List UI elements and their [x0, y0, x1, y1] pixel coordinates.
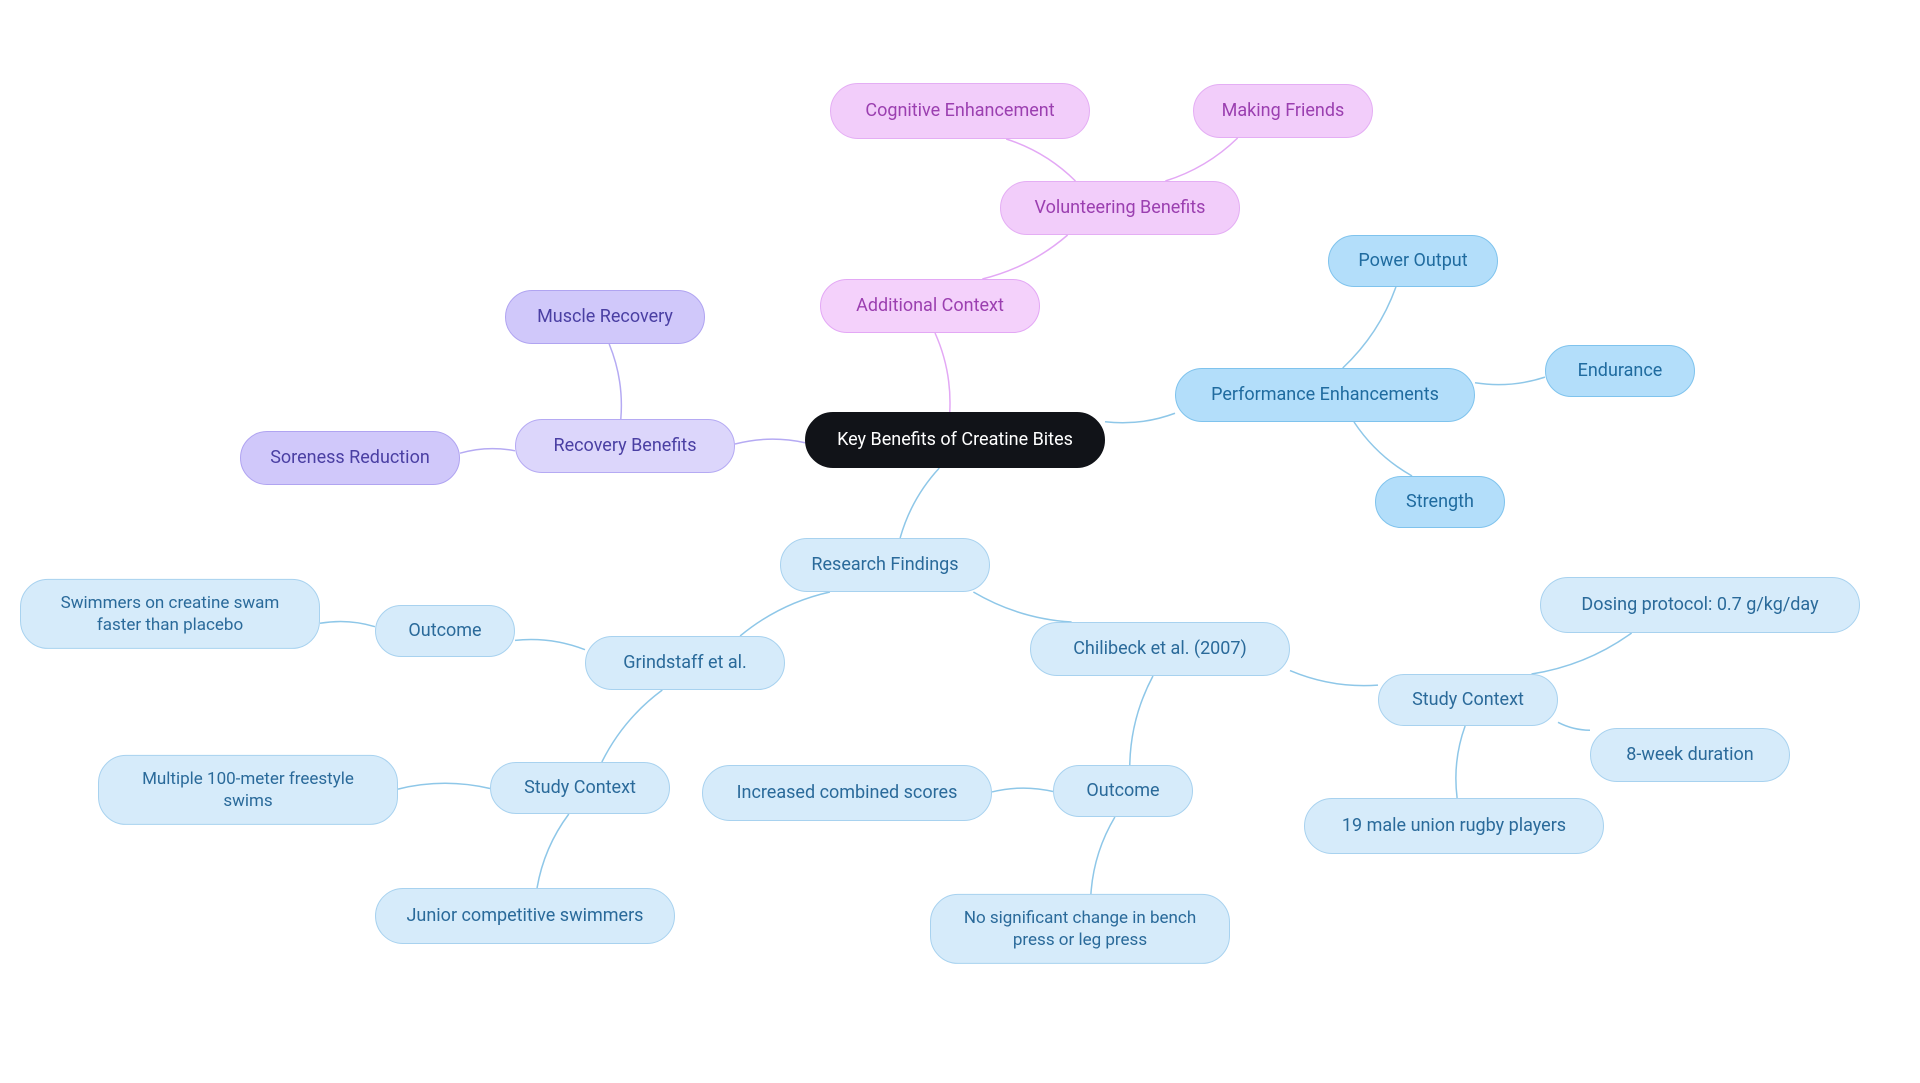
node-c_dosing: Dosing protocol: 0.7 g/kg/day	[1540, 577, 1860, 633]
node-cognitive: Cognitive Enhancement	[830, 83, 1090, 139]
node-label: Soreness Reduction	[270, 446, 430, 469]
mindmap-canvas: Key Benefits of Creatine Bites Recovery B…	[0, 0, 1920, 1083]
node-soreness: Soreness Reduction	[240, 431, 460, 485]
node-label: Muscle Recovery	[537, 305, 673, 328]
edge	[1558, 722, 1590, 730]
node-power: Power Output	[1328, 235, 1498, 287]
node-research: Research Findings	[780, 538, 990, 592]
node-g_context: Study Context	[490, 762, 670, 814]
node-g_swim: Swimmers on creatine swam faster than pl…	[20, 579, 320, 649]
edge	[973, 592, 1071, 622]
node-label: Endurance	[1578, 359, 1663, 382]
edge	[1531, 633, 1631, 674]
node-endur: Endurance	[1545, 345, 1695, 397]
node-c_8week: 8-week duration	[1590, 728, 1790, 782]
edge	[398, 783, 490, 789]
node-strength: Strength	[1375, 476, 1505, 528]
edge	[460, 449, 515, 454]
node-label: Multiple 100-meter freestyle swims	[123, 768, 373, 812]
edge	[1456, 726, 1465, 798]
node-c_outcome: Outcome	[1053, 765, 1193, 817]
node-label: Additional Context	[856, 294, 1004, 317]
node-label: Performance Enhancements	[1211, 383, 1439, 406]
node-label: Recovery Benefits	[554, 434, 697, 457]
node-label: Grindstaff et al.	[623, 651, 747, 674]
node-label: Strength	[1406, 490, 1474, 513]
node-label: Study Context	[1412, 688, 1524, 711]
node-grindstaff: Grindstaff et al.	[585, 636, 785, 690]
edge	[1165, 138, 1237, 181]
node-label: Research Findings	[811, 553, 958, 576]
node-label: 19 male union rugby players	[1342, 814, 1566, 837]
edge	[537, 814, 569, 888]
edge	[735, 439, 805, 444]
edge	[935, 333, 950, 412]
edge	[1354, 422, 1412, 476]
node-chilibeck: Chilibeck et al. (2007)	[1030, 622, 1290, 676]
edge	[1105, 413, 1175, 423]
node-label: Increased combined scores	[737, 781, 958, 804]
node-label: Cognitive Enhancement	[865, 99, 1054, 122]
node-label: Study Context	[524, 776, 636, 799]
node-label: Dosing protocol: 0.7 g/kg/day	[1581, 593, 1818, 616]
node-muscle: Muscle Recovery	[505, 290, 705, 344]
edge	[992, 788, 1053, 792]
node-additional: Additional Context	[820, 279, 1040, 333]
node-label: Outcome	[1086, 779, 1159, 802]
node-c_rugby: 19 male union rugby players	[1304, 798, 1604, 854]
node-label: Making Friends	[1222, 99, 1345, 122]
node-g_outcome: Outcome	[375, 605, 515, 657]
node-label: Chilibeck et al. (2007)	[1073, 637, 1247, 660]
edge	[602, 690, 662, 762]
node-label: No significant change in bench press or …	[955, 907, 1205, 951]
edge	[1475, 377, 1545, 385]
node-label: Key Benefits of Creatine Bites	[837, 428, 1073, 451]
node-recovery: Recovery Benefits	[515, 419, 735, 473]
edge	[515, 640, 585, 650]
node-perf: Performance Enhancements	[1175, 368, 1475, 422]
node-label: Volunteering Benefits	[1035, 196, 1206, 219]
node-label: Power Output	[1358, 249, 1467, 272]
node-friends: Making Friends	[1193, 84, 1373, 138]
node-label: Swimmers on creatine swam faster than pl…	[45, 592, 295, 636]
edge	[1130, 676, 1153, 765]
edge	[1343, 287, 1396, 368]
node-label: 8-week duration	[1626, 743, 1753, 766]
node-c_nochange: No significant change in bench press or …	[930, 894, 1230, 964]
node-label: Outcome	[408, 619, 481, 642]
node-c_combined: Increased combined scores	[702, 765, 992, 821]
node-g_100m: Multiple 100-meter freestyle swims	[98, 755, 398, 825]
edge	[900, 468, 939, 538]
node-c_context: Study Context	[1378, 674, 1558, 726]
edge	[1091, 817, 1115, 894]
edge	[320, 621, 375, 626]
node-label: Junior competitive swimmers	[407, 904, 644, 927]
edge	[1290, 671, 1378, 686]
edge	[1006, 139, 1075, 181]
node-root: Key Benefits of Creatine Bites	[805, 412, 1105, 468]
node-g_junior: Junior competitive swimmers	[375, 888, 675, 944]
edge	[982, 235, 1067, 279]
node-volunteer: Volunteering Benefits	[1000, 181, 1240, 235]
edge	[609, 344, 621, 419]
edge	[740, 592, 830, 636]
